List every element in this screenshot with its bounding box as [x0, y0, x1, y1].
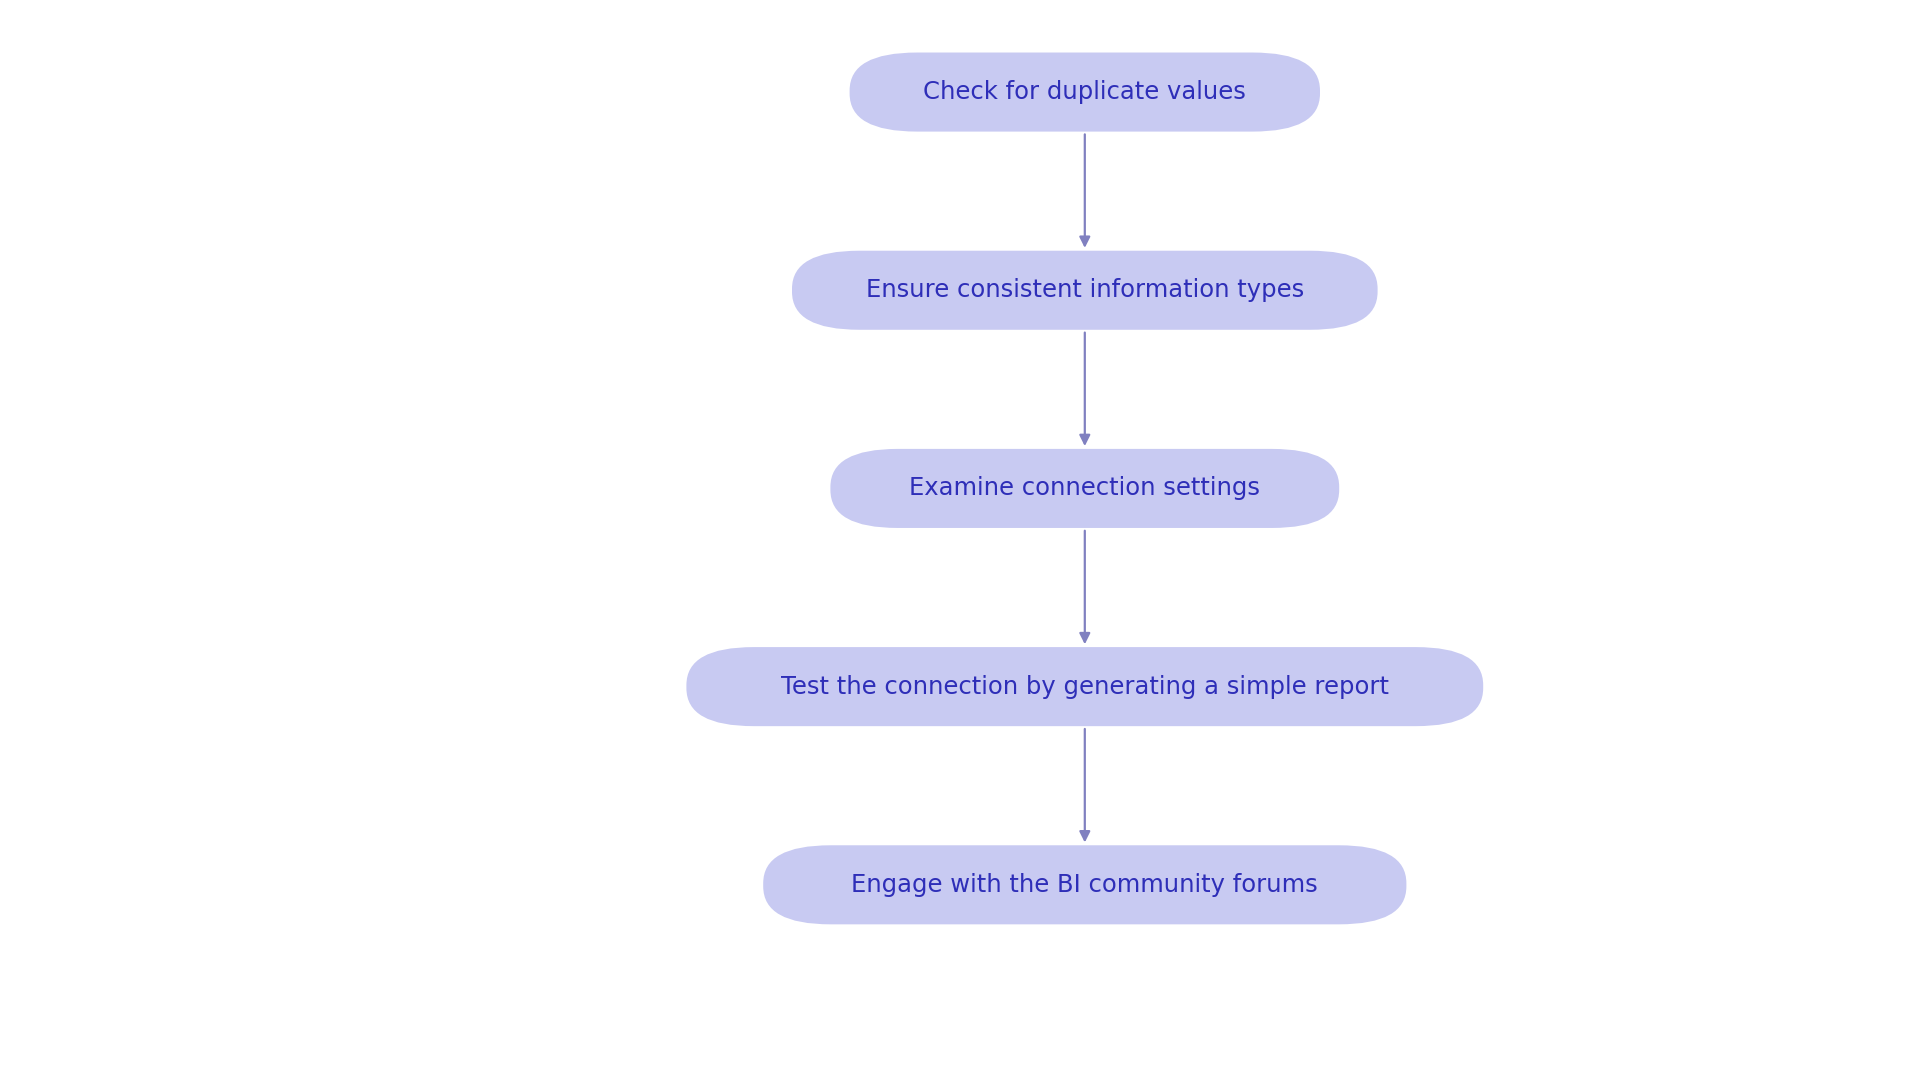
Text: Test the connection by generating a simple report: Test the connection by generating a simp… — [781, 675, 1388, 699]
Text: Check for duplicate values: Check for duplicate values — [924, 80, 1246, 104]
Text: Ensure consistent information types: Ensure consistent information types — [866, 278, 1304, 302]
FancyBboxPatch shape — [849, 52, 1321, 131]
FancyBboxPatch shape — [791, 251, 1379, 329]
FancyBboxPatch shape — [762, 845, 1405, 924]
FancyBboxPatch shape — [829, 448, 1340, 529]
Text: Engage with the BI community forums: Engage with the BI community forums — [851, 873, 1319, 897]
Text: Examine connection settings: Examine connection settings — [910, 477, 1260, 500]
FancyBboxPatch shape — [685, 647, 1482, 726]
